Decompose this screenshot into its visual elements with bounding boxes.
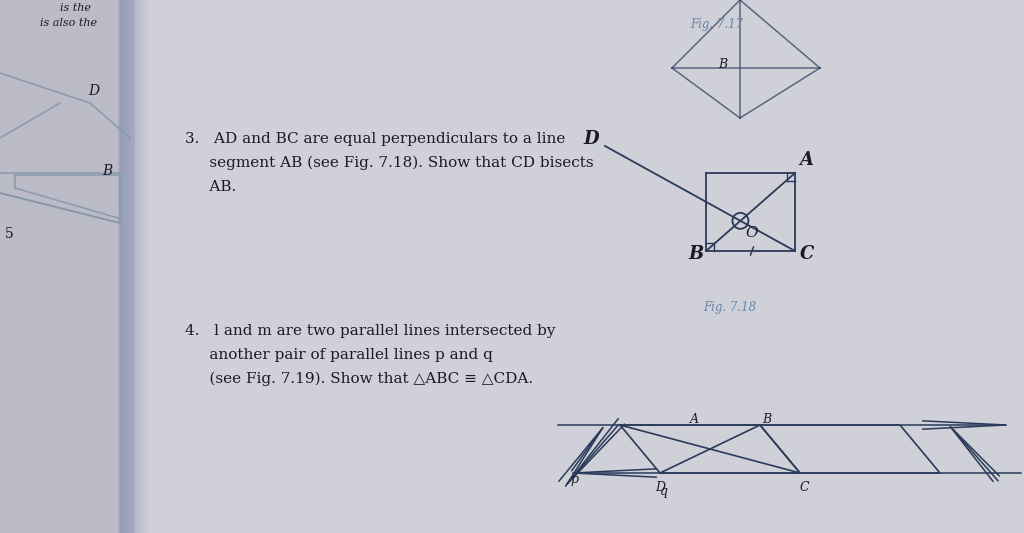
FancyBboxPatch shape <box>138 0 140 533</box>
FancyBboxPatch shape <box>126 0 128 533</box>
Text: q: q <box>660 485 668 498</box>
FancyBboxPatch shape <box>0 0 135 533</box>
Text: is the: is the <box>60 3 91 13</box>
Text: 5: 5 <box>5 227 13 241</box>
Text: D: D <box>583 130 599 148</box>
Text: segment AB (see Fig. 7.18). Show that CD bisects: segment AB (see Fig. 7.18). Show that CD… <box>185 156 594 170</box>
Text: is also the: is also the <box>40 18 97 28</box>
FancyBboxPatch shape <box>125 0 128 533</box>
Text: C: C <box>800 481 810 494</box>
FancyBboxPatch shape <box>128 0 130 533</box>
Text: D: D <box>655 481 665 494</box>
FancyBboxPatch shape <box>132 0 134 533</box>
Text: AB.: AB. <box>185 180 237 194</box>
FancyBboxPatch shape <box>129 0 131 533</box>
Text: another pair of parallel lines p and q: another pair of parallel lines p and q <box>185 348 493 362</box>
FancyBboxPatch shape <box>122 0 125 533</box>
FancyBboxPatch shape <box>135 0 137 533</box>
Text: B: B <box>762 413 771 426</box>
FancyBboxPatch shape <box>118 0 121 533</box>
Text: B: B <box>718 58 727 71</box>
FancyBboxPatch shape <box>123 0 126 533</box>
Text: p: p <box>570 473 578 486</box>
FancyBboxPatch shape <box>136 0 138 533</box>
FancyBboxPatch shape <box>120 0 123 533</box>
Text: 3.   AD and BC are equal perpendiculars to a line: 3. AD and BC are equal perpendiculars to… <box>185 132 565 146</box>
Text: (see Fig. 7.19). Show that △ABC ≡ △CDA.: (see Fig. 7.19). Show that △ABC ≡ △CDA. <box>185 372 534 386</box>
FancyBboxPatch shape <box>124 0 127 533</box>
Text: A: A <box>799 151 813 169</box>
FancyBboxPatch shape <box>137 0 139 533</box>
Text: Fig. 7.18: Fig. 7.18 <box>703 301 756 314</box>
Text: B: B <box>102 164 113 178</box>
FancyBboxPatch shape <box>131 0 133 533</box>
Text: A: A <box>690 413 699 426</box>
Text: B: B <box>688 245 703 263</box>
FancyBboxPatch shape <box>134 0 136 533</box>
FancyBboxPatch shape <box>120 0 1024 533</box>
FancyBboxPatch shape <box>127 0 129 533</box>
FancyBboxPatch shape <box>121 0 124 533</box>
FancyBboxPatch shape <box>133 0 135 533</box>
FancyBboxPatch shape <box>130 0 132 533</box>
Text: C: C <box>800 245 814 263</box>
Text: O: O <box>745 226 758 240</box>
Text: Fig. 7.17: Fig. 7.17 <box>690 18 743 31</box>
Text: 4.   l and m are two parallel lines intersected by: 4. l and m are two parallel lines inters… <box>185 324 555 338</box>
Text: D: D <box>88 84 99 98</box>
FancyBboxPatch shape <box>139 0 141 533</box>
FancyBboxPatch shape <box>119 0 122 533</box>
